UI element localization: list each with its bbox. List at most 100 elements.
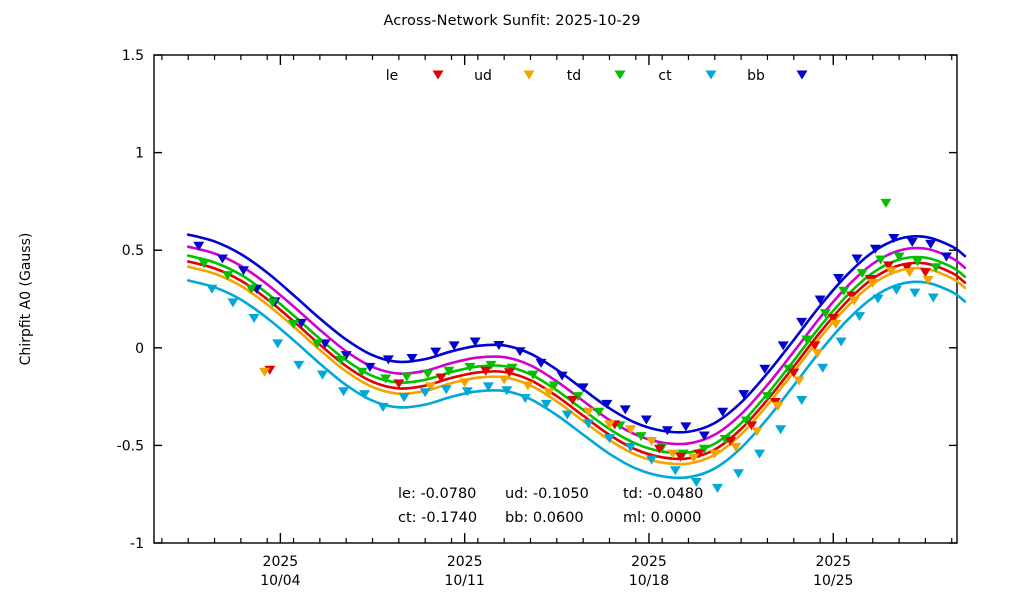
data-point-bb: [238, 266, 250, 276]
x-tick-label-year: 2025: [447, 554, 483, 570]
data-point-ud: [885, 267, 897, 277]
data-point-ct: [909, 288, 921, 298]
data-point-bb: [698, 431, 710, 441]
y-axis-ticks: 1.5 1 0.5 0 -0.5 -1: [117, 48, 957, 552]
data-point-ct: [711, 483, 723, 493]
data-point-td: [198, 259, 210, 269]
annotation-le: le: -0.0780: [398, 486, 476, 502]
legend-label-ct: ct: [658, 68, 672, 84]
data-point-ud: [922, 275, 934, 285]
data-point-bb: [382, 355, 394, 365]
data-point-ct: [272, 339, 284, 349]
data-point-bb: [940, 252, 952, 262]
data-point-ud: [751, 427, 763, 437]
data-point-ud: [424, 382, 436, 392]
data-point-le: [567, 396, 579, 406]
data-point-ud: [625, 425, 637, 435]
data-point-ud: [709, 449, 721, 459]
annotation-td: td: -0.0480: [623, 486, 703, 502]
data-point-bb: [925, 239, 937, 249]
fit-curve-td: [186, 254, 967, 455]
data-point-bb: [738, 390, 750, 400]
data-point-le: [480, 366, 492, 376]
data-point-ud: [730, 442, 742, 452]
legend-label-le: le: [386, 68, 399, 84]
offset-annotations: le: -0.0780 ud: -0.1050 td: -0.0480 ct: -0.…: [398, 486, 703, 526]
data-point-ct: [732, 469, 744, 479]
x-tick-label-year: 2025: [263, 554, 299, 570]
data-point-bb: [833, 274, 845, 284]
data-point-bb: [319, 339, 331, 349]
data-point-le: [435, 373, 447, 383]
data-point-ud: [811, 349, 823, 359]
data-point-ud: [646, 436, 658, 446]
data-point-ct: [501, 386, 513, 396]
y-tick-label: -1: [130, 536, 144, 552]
legend-marker-ud: [523, 70, 535, 80]
y-tick-label: 1.5: [122, 48, 144, 64]
x-tick-label-year: 2025: [631, 554, 667, 570]
data-point-bb: [661, 426, 673, 436]
data-point-le: [809, 341, 821, 351]
data-point-td: [856, 269, 868, 279]
data-point-td: [485, 360, 497, 370]
data-point-ct: [872, 294, 884, 304]
data-point-ud: [543, 388, 555, 398]
data-point-ct: [603, 434, 615, 444]
data-point-ct: [482, 382, 494, 392]
data-point-td: [464, 362, 476, 372]
data-point-le: [846, 291, 858, 301]
data-point-bb: [777, 341, 789, 351]
data-point-ct: [248, 314, 260, 324]
data-point-ud: [667, 449, 679, 459]
data-point-td: [819, 309, 831, 319]
data-point-bb: [340, 351, 352, 361]
data-point-td: [266, 298, 278, 308]
data-point-bb: [406, 354, 418, 364]
data-point-le: [693, 449, 705, 459]
data-point-bb: [535, 358, 547, 368]
legend-label-bb: bb: [747, 68, 765, 84]
data-points: [193, 198, 952, 493]
data-point-bb: [814, 295, 826, 305]
legend-marker-le: [432, 70, 444, 80]
data-point-ct: [817, 363, 829, 373]
data-point-td: [635, 432, 647, 442]
data-point-ct: [582, 419, 594, 429]
data-point-le: [827, 314, 839, 324]
data-point-ct: [540, 399, 552, 409]
data-point-bb: [619, 405, 631, 415]
data-point-bb: [888, 233, 900, 243]
data-point-ud: [522, 381, 534, 391]
data-point-td: [335, 355, 347, 365]
data-point-bb: [556, 371, 568, 381]
data-point-td: [838, 286, 850, 296]
data-point-bb: [295, 318, 307, 328]
data-point-le: [746, 421, 758, 431]
y-tick-label: 0: [135, 341, 144, 357]
data-point-le: [788, 368, 800, 378]
data-point-td: [380, 374, 392, 384]
data-point-ct: [561, 410, 573, 420]
x-tick-label-year: 2025: [815, 554, 851, 570]
data-point-ct: [293, 360, 305, 370]
data-point-ct: [625, 442, 637, 452]
data-point-ct: [690, 477, 702, 487]
data-point-bb: [430, 347, 442, 357]
data-point-bb: [680, 422, 692, 432]
data-point-ct: [440, 385, 452, 395]
data-point-td: [912, 257, 924, 267]
data-point-td: [761, 392, 773, 402]
data-point-ct: [854, 312, 866, 322]
data-point-bb: [577, 383, 589, 393]
data-point-le: [653, 444, 665, 454]
data-point-bb: [448, 341, 460, 351]
x-axis-ticks: 2025 10/04 2025 10/11 2025 10/18 2025 10/25: [161, 55, 953, 589]
x-tick-label-date: 10/04: [260, 573, 300, 589]
data-point-ct: [377, 402, 389, 412]
data-point-ud: [603, 420, 615, 430]
data-point-ud: [259, 367, 271, 377]
data-point-ct: [754, 449, 766, 459]
